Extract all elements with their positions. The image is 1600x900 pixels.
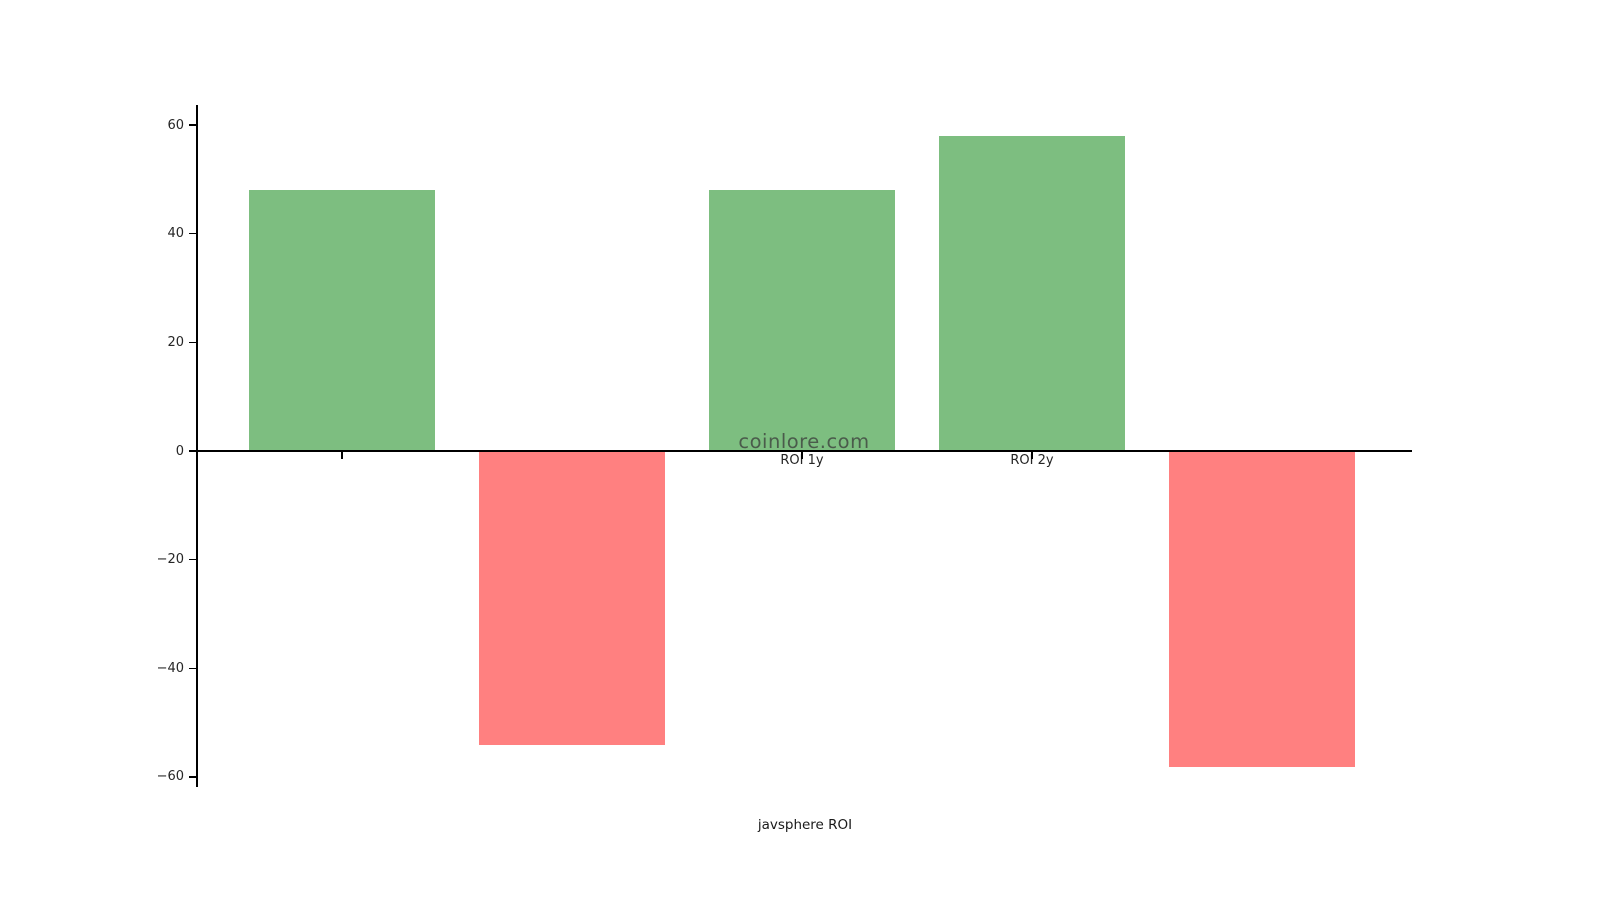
y-tick-label: −60 <box>156 769 184 785</box>
roi-bar <box>709 190 895 451</box>
y-tick-mark <box>189 558 196 561</box>
roi-bar <box>939 135 1125 451</box>
x-tick-label: ROI 2y <box>1010 453 1054 468</box>
y-axis-spine <box>196 105 198 787</box>
y-tick-label: 0 <box>175 443 184 459</box>
y-tick-mark <box>189 232 196 235</box>
y-tick-mark <box>189 450 196 452</box>
y-tick-label: −20 <box>156 552 184 568</box>
x-tick-mark <box>1031 451 1033 459</box>
x-tick-label: ROI 1y <box>780 453 824 468</box>
x-axis-line <box>196 450 1412 452</box>
y-tick-label: 20 <box>167 334 184 350</box>
x-tick-mark <box>341 451 343 459</box>
y-tick-label: 40 <box>167 226 184 242</box>
roi-bar <box>479 452 665 746</box>
y-tick-label: 60 <box>167 117 184 133</box>
watermark: coinlore.com <box>738 430 870 453</box>
y-tick-mark <box>189 341 196 344</box>
x-tick-mark <box>801 451 803 459</box>
y-tick-mark <box>189 667 196 670</box>
roi-bar <box>249 190 435 451</box>
y-tick-mark <box>189 124 196 126</box>
chart-title: javsphere ROI <box>757 817 853 833</box>
y-tick-mark <box>189 776 196 778</box>
roi-bar <box>1169 452 1355 768</box>
y-tick-label: −40 <box>156 660 184 676</box>
